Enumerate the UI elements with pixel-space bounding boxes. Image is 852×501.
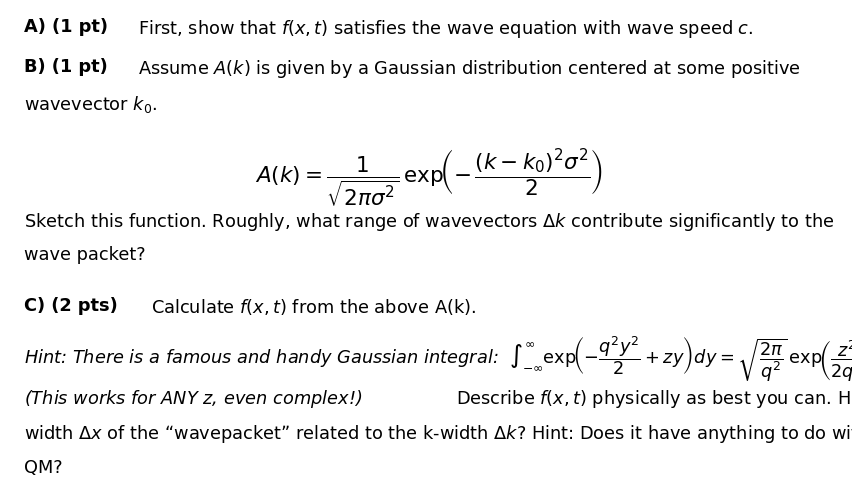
Text: Hint: There is a famous and handy Gaussian integral:  $\int_{-\infty}^{\infty} \: Hint: There is a famous and handy Gaussi… (24, 334, 852, 384)
Text: QM?: QM? (24, 459, 62, 477)
Text: $A(k) = \dfrac{1}{\sqrt{2\pi\sigma^2}}\,\mathrm{exp}\!\left(-\,\dfrac{(k-k_0)^2\: $A(k) = \dfrac{1}{\sqrt{2\pi\sigma^2}}\,… (254, 148, 602, 209)
Text: width $\Delta x$ of the “wavepacket” related to the k-width $\Delta k$? Hint: Do: width $\Delta x$ of the “wavepacket” rel… (24, 423, 852, 445)
Text: Describe $f(x,t)$ physically as best you can. How is the $x$-: Describe $f(x,t)$ physically as best you… (455, 388, 852, 410)
Text: wave packet?: wave packet? (24, 246, 145, 264)
Text: C) (2 pts): C) (2 pts) (24, 297, 124, 315)
Text: Sketch this function. Roughly, what range of wavevectors $\Delta k$ contribute s: Sketch this function. Roughly, what rang… (24, 211, 833, 233)
Text: First, show that $f(x,t)$ satisfies the wave equation with wave speed $c$.: First, show that $f(x,t)$ satisfies the … (138, 19, 752, 40)
Text: Assume $A(k)$ is given by a Gaussian distribution centered at some positive: Assume $A(k)$ is given by a Gaussian dis… (138, 58, 800, 80)
Text: A) (1 pt): A) (1 pt) (24, 19, 113, 36)
Text: Calculate $f(x,t)$ from the above A(k).: Calculate $f(x,t)$ from the above A(k). (151, 297, 475, 317)
Text: (This works for ANY $z$, even complex!): (This works for ANY $z$, even complex!) (24, 388, 363, 410)
Text: wavevector $k_0$.: wavevector $k_0$. (24, 94, 157, 115)
Text: B) (1 pt): B) (1 pt) (24, 58, 113, 76)
